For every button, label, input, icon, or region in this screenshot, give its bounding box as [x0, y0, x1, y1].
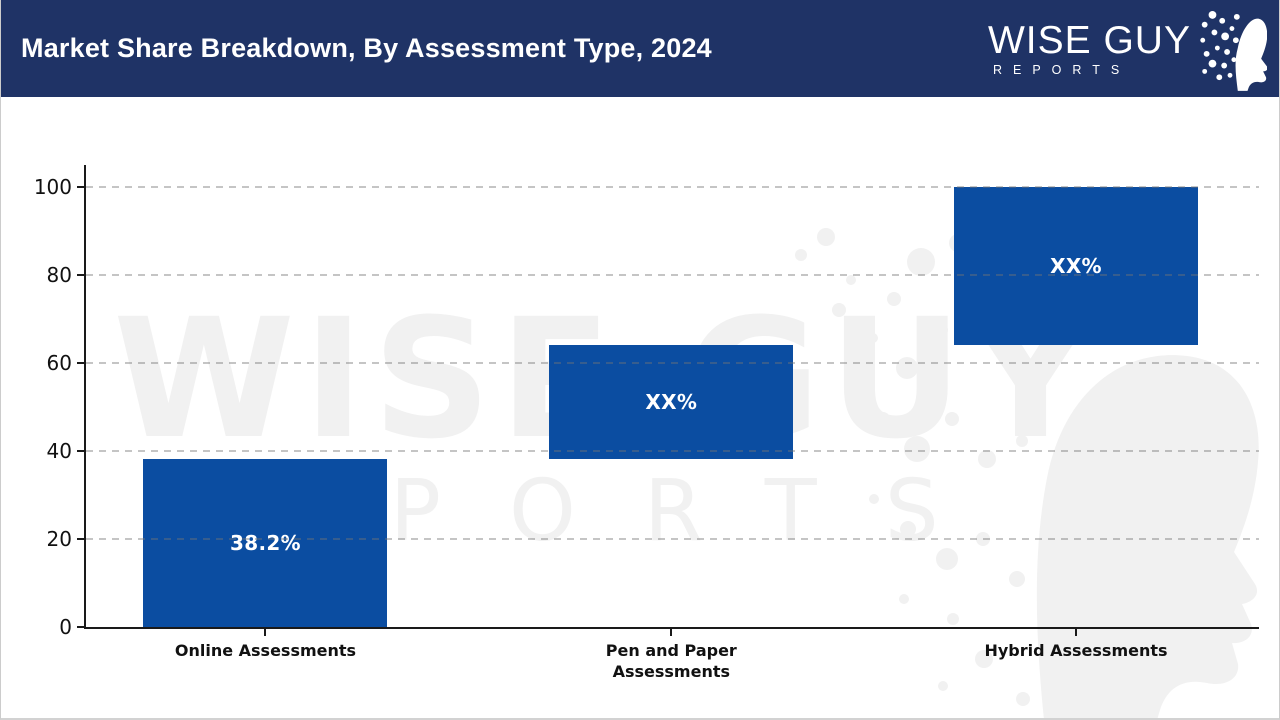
x-tick-mark — [670, 629, 673, 636]
page-title: Market Share Breakdown, By Assessment Ty… — [21, 33, 712, 63]
bar-segment: 38.2% — [143, 458, 388, 627]
x-tick-mark — [1075, 629, 1077, 636]
y-tick-mark — [77, 626, 84, 628]
brand-wordmark-line1: WISE GUY — [987, 18, 1191, 62]
brand-face-icon — [1200, 10, 1267, 91]
x-category-label: Pen and Paper Assessments — [605, 641, 737, 681]
bar-segment: XX% — [549, 345, 794, 459]
y-axis-spine — [84, 165, 86, 629]
x-tick-mark — [264, 629, 267, 636]
y-tick-label: 40 — [46, 439, 72, 463]
brand-wordmark: WISE GUY REPORTS — [988, 21, 1191, 77]
gridline — [86, 538, 1259, 540]
y-tick-mark — [77, 538, 84, 540]
bar-value-label: XX% — [1050, 254, 1102, 279]
gridline — [86, 450, 1259, 452]
y-tick-mark — [77, 450, 84, 452]
gridline — [86, 274, 1259, 276]
x-category-label: Online Assessments — [174, 641, 357, 660]
brand-wordmark-line2: REPORTS — [992, 62, 1131, 77]
y-tick-mark — [77, 274, 84, 276]
y-tick-label: 0 — [59, 615, 72, 639]
bar-value-label: 38.2% — [230, 530, 301, 555]
y-tick-mark — [77, 186, 84, 188]
bar-value-label: XX% — [645, 390, 698, 415]
gridline — [86, 186, 1259, 188]
bar-segment: XX% — [954, 187, 1198, 346]
brand-logo: WISE GUY REPORTS — [988, 6, 1267, 92]
y-tick-label: 100 — [33, 175, 72, 199]
y-tick-label: 80 — [46, 263, 72, 287]
x-category-label: Hybrid Assessments — [984, 641, 1168, 660]
y-tick-mark — [77, 362, 84, 364]
y-tick-label: 20 — [46, 527, 72, 551]
y-tick-label: 60 — [46, 351, 72, 375]
header: Market Share Breakdown, By Assessment Ty… — [1, 0, 1279, 97]
x-axis-spine — [84, 627, 1259, 629]
gridline — [86, 362, 1259, 364]
